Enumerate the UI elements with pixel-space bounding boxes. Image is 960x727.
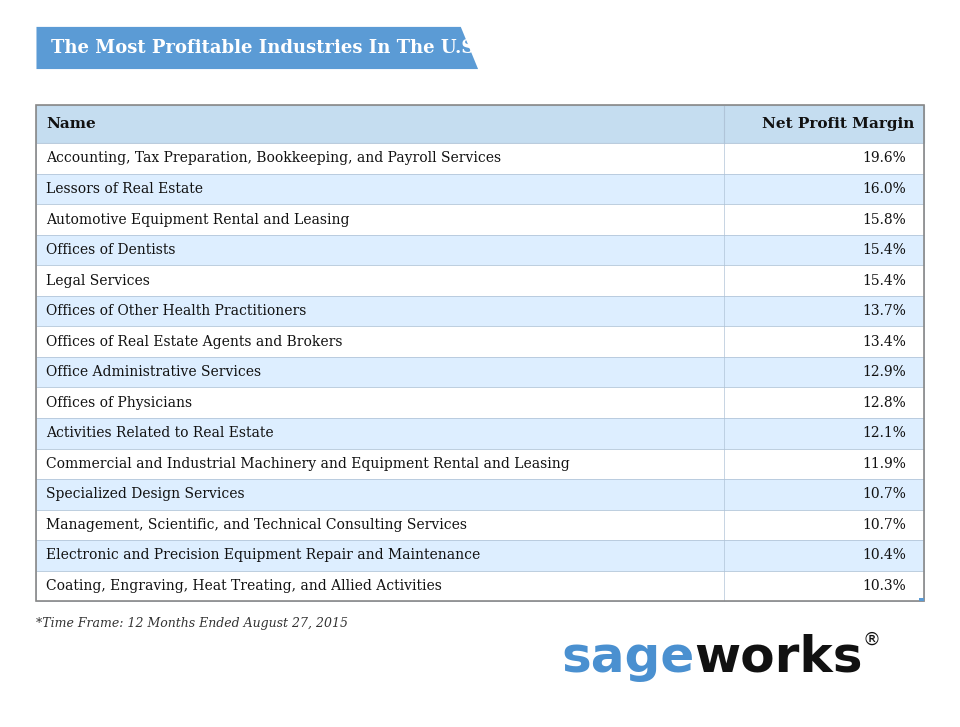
Text: Lessors of Real Estate: Lessors of Real Estate [46,182,204,196]
Text: Electronic and Precision Equipment Repair and Maintenance: Electronic and Precision Equipment Repai… [46,548,480,563]
Text: Commercial and Industrial Machinery and Equipment Rental and Leasing: Commercial and Industrial Machinery and … [46,457,570,471]
Text: sage: sage [562,634,695,682]
Text: The Most Profitable Industries In The U.S.: The Most Profitable Industries In The U.… [51,39,480,57]
Text: Offices of Other Health Practitioners: Offices of Other Health Practitioners [46,304,306,318]
Text: 15.4%: 15.4% [862,273,906,288]
Text: Specialized Design Services: Specialized Design Services [46,487,245,502]
Text: 10.7%: 10.7% [862,487,906,502]
Text: ®: ® [862,631,880,648]
Text: Coating, Engraving, Heat Treating, and Allied Activities: Coating, Engraving, Heat Treating, and A… [46,579,442,593]
Text: Offices of Dentists: Offices of Dentists [46,243,176,257]
Text: 12.8%: 12.8% [862,395,906,410]
Text: Name: Name [46,117,96,132]
Text: 15.4%: 15.4% [862,243,906,257]
Text: Activities Related to Real Estate: Activities Related to Real Estate [46,426,274,441]
Text: Management, Scientific, and Technical Consulting Services: Management, Scientific, and Technical Co… [46,518,468,532]
Text: 19.6%: 19.6% [862,151,906,166]
Text: Offices of Real Estate Agents and Brokers: Offices of Real Estate Agents and Broker… [46,334,343,349]
Text: Legal Services: Legal Services [46,273,150,288]
Text: *Time Frame: 12 Months Ended August 27, 2015: *Time Frame: 12 Months Ended August 27, … [36,617,348,630]
Text: 15.8%: 15.8% [862,212,906,227]
Text: 11.9%: 11.9% [862,457,906,471]
Text: Offices of Physicians: Offices of Physicians [46,395,192,410]
Text: 12.1%: 12.1% [862,426,906,441]
Text: Net Profit Margin: Net Profit Margin [761,117,914,132]
Text: 13.7%: 13.7% [862,304,906,318]
Text: 13.4%: 13.4% [862,334,906,349]
Text: 10.4%: 10.4% [862,548,906,563]
Text: 10.3%: 10.3% [862,579,906,593]
Text: Automotive Equipment Rental and Leasing: Automotive Equipment Rental and Leasing [46,212,349,227]
Text: Office Administrative Services: Office Administrative Services [46,365,261,379]
Text: 16.0%: 16.0% [862,182,906,196]
Text: works: works [694,634,863,682]
Text: 10.7%: 10.7% [862,518,906,532]
Text: 12.9%: 12.9% [862,365,906,379]
Text: Accounting, Tax Preparation, Bookkeeping, and Payroll Services: Accounting, Tax Preparation, Bookkeeping… [46,151,501,166]
